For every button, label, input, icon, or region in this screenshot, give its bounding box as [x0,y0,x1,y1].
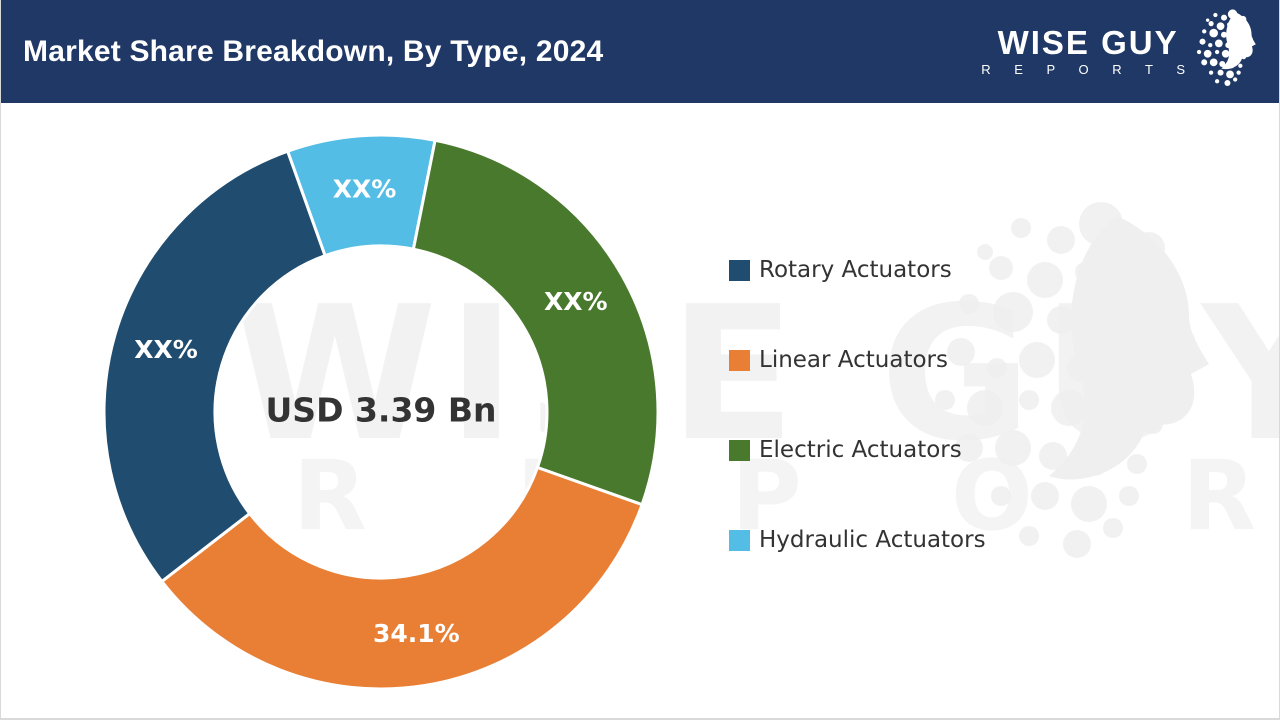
head-dot [1071,486,1107,522]
head-dot [1213,12,1218,17]
face-profile-shape [1049,216,1209,480]
head-dot [977,244,993,260]
head-dot [1063,530,1091,558]
head-dot [1219,60,1226,67]
head-dot [1220,31,1228,38]
slice-label-electric-actuators: XX% [544,287,608,316]
head-dot [989,256,1013,280]
head-dot [1209,57,1218,66]
legend-swatch-electric [729,439,750,461]
head-dot [1205,17,1210,22]
legend-label-electric: Electric Actuators [759,437,962,463]
head-dot [1208,20,1214,26]
head-dot [1233,76,1238,82]
legend-swatch-hydraulic [729,529,750,551]
head-dot [1214,39,1223,47]
head-dot [1103,518,1123,538]
head-dot [1039,442,1067,470]
head-dot [995,430,1031,466]
donut-slice-rotary-actuators [102,149,327,583]
head-dot [1202,28,1207,34]
head-dot [1217,69,1224,76]
head-dot [947,338,975,366]
head-dot [1196,49,1202,54]
head-dot [1214,78,1220,83]
head-dot [1047,306,1075,334]
head-dot [1214,49,1220,54]
head-dot [1208,69,1214,75]
wise-guy-reports-logo: WISE GUY R E P O R T S [981,8,1279,95]
legend-item-rotary-actuators: Rotary Actuators [729,247,986,293]
slice-label-hydraulic-actuators: XX% [333,174,397,203]
watermark-head-graphic [935,202,1209,558]
logo-text: WISE GUY R E P O R T S [981,23,1195,78]
head-dot [1119,486,1139,506]
slice-label-linear-actuators: 34.1% [373,619,460,648]
head-dot [1208,42,1213,47]
legend-item-hydraulic-actuators: Hydraulic Actuators [729,517,986,563]
legend-label-hydraulic: Hydraulic Actuators [759,527,986,553]
page-title: Market Share Breakdown, By Type, 2024 [23,34,604,68]
head-dot [1209,28,1218,37]
head-dot [1127,454,1147,474]
head-dot [1019,526,1039,546]
donut-center-value: USD 3.39 Bn [265,390,497,430]
logo-head-icon [1196,8,1256,86]
head-dot [993,292,1033,332]
head-dot [1224,79,1231,86]
logo-wordmark: WISE GUY [997,23,1179,61]
head-dot [1201,58,1208,65]
donut-chart: XX% XX% 34.1% XX% [102,133,660,691]
donut-slice-electric-actuators [411,138,660,507]
head-dot [935,390,955,410]
head-dot [1019,390,1039,410]
chart-legend: Rotary Actuators Linear Actuators Electr… [729,247,986,607]
head-dot [1226,69,1234,78]
donut-slice-linear-actuators [160,466,644,691]
head-dot [1027,262,1063,298]
legend-label-linear: Linear Actuators [759,347,948,373]
face-profile-shape [1221,11,1256,69]
header-bar: Market Share Breakdown, By Type, 2024 WI… [1,0,1279,103]
legend-swatch-linear [729,349,750,371]
head-dot [955,434,983,462]
head-dot [1051,390,1087,426]
slice-label-rotary-actuators: XX% [134,335,198,364]
head-dot [1019,342,1055,378]
head-dot [967,390,1003,426]
legend-item-electric-actuators: Electric Actuators [729,427,986,473]
legend-swatch-rotary [729,259,750,281]
head-dot [1221,49,1230,58]
head-dot [1203,49,1212,58]
head-dot [959,294,979,314]
head-dot [987,358,1007,378]
head-dot [1238,63,1243,68]
head-dot [1220,14,1228,21]
legend-label-rotary: Rotary Actuators [759,257,952,283]
head-dot [1199,38,1206,45]
head-dot [991,486,1011,506]
head-dot [1047,226,1075,254]
head-dot [1011,218,1031,238]
logo-subtitle: R E P O R T S [981,62,1195,78]
legend-item-linear-actuators: Linear Actuators [729,337,986,383]
head-dot [1031,482,1059,510]
head-dot [1216,21,1225,30]
head-dot [1236,69,1241,75]
